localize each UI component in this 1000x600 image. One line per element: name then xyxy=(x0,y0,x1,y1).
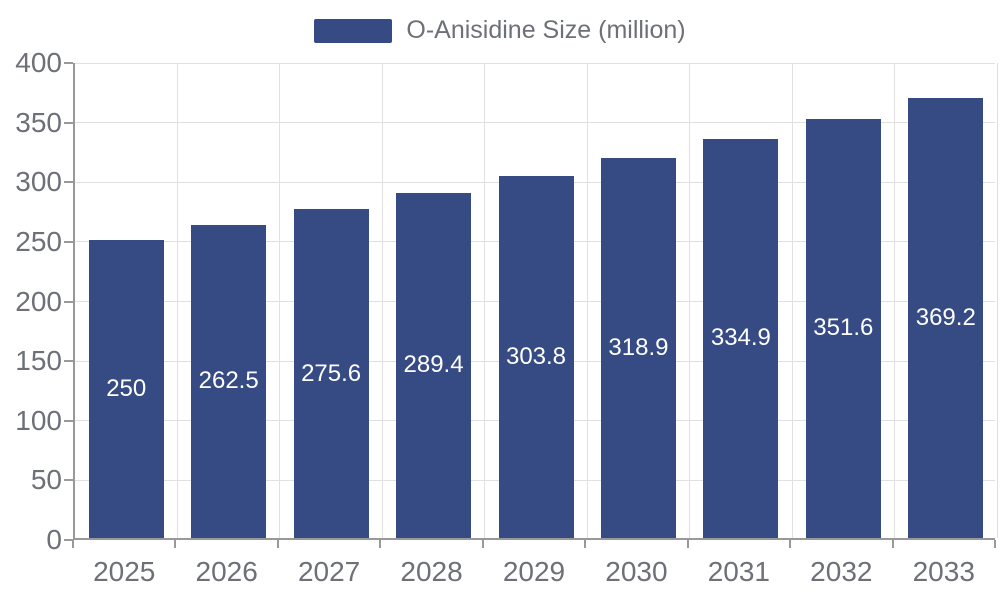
x-gridline xyxy=(381,63,383,538)
y-axis-tick-label: 250 xyxy=(15,225,62,257)
y-axis-tick xyxy=(64,479,73,482)
x-axis-tick-label: 2032 xyxy=(810,556,873,587)
y-axis-tick-label: 400 xyxy=(15,47,62,78)
y-axis-tick xyxy=(64,300,73,303)
x-gridline xyxy=(689,63,691,538)
x-gridline xyxy=(279,63,281,538)
y-axis-tick-label: 300 xyxy=(15,166,62,198)
y-axis-tick-label: 150 xyxy=(15,345,62,377)
bar-value-label: 351.6 xyxy=(813,314,874,342)
y-gridline xyxy=(75,122,995,124)
bar-value-label: 334.9 xyxy=(710,324,771,352)
x-axis-tick-label: 2028 xyxy=(400,556,463,587)
y-axis-tick xyxy=(64,419,73,422)
plot-area: 250 262.5 275.6 289.4 303.8 318.9 334.9 351.6 36… xyxy=(73,62,998,540)
bar-2031[interactable]: 334.9 xyxy=(703,138,779,538)
y-axis-tick xyxy=(64,240,73,243)
y-axis-tick-label: 350 xyxy=(15,106,62,138)
x-axis-tick-label: 2025 xyxy=(93,556,156,587)
x-axis-tick-label: 2030 xyxy=(605,556,668,587)
bar-value-label: 303.8 xyxy=(505,342,567,370)
x-axis-tick xyxy=(379,540,382,548)
x-axis-tick xyxy=(276,540,279,548)
bar-2033[interactable]: 369.2 xyxy=(908,97,984,538)
bar-value-label: 318.9 xyxy=(608,333,669,361)
y-axis-tick-label: 200 xyxy=(15,285,62,317)
x-axis-tick xyxy=(481,540,484,548)
bar-2030[interactable]: 318.9 xyxy=(600,157,676,538)
x-gridline xyxy=(586,63,588,538)
bar-2032[interactable]: 351.6 xyxy=(805,118,881,538)
x-axis-tick xyxy=(174,540,177,548)
legend-swatch xyxy=(314,18,393,43)
bar-2029[interactable]: 303.8 xyxy=(498,175,574,538)
x-gridline xyxy=(894,63,896,538)
x-gridline xyxy=(996,63,998,538)
x-axis-tick xyxy=(584,540,587,548)
bar-2025[interactable]: 250 xyxy=(88,239,164,538)
y-axis-tick-label: 100 xyxy=(15,404,62,436)
x-axis-tick-label: 2027 xyxy=(297,556,361,587)
x-axis-tick-label: 2031 xyxy=(707,556,771,587)
y-axis-tick xyxy=(64,360,73,363)
x-gridline xyxy=(176,63,178,538)
bar-value-label: 369.2 xyxy=(915,303,976,331)
bar-value-label: 289.4 xyxy=(403,351,464,379)
bar-2028[interactable]: 289.4 xyxy=(396,192,472,538)
y-gridline xyxy=(75,62,995,64)
y-axis-tick xyxy=(64,539,73,541)
bar-value-label: 275.6 xyxy=(301,359,362,387)
x-axis-tick xyxy=(789,540,792,548)
bar-2027[interactable]: 275.6 xyxy=(293,209,369,538)
y-axis-tick-label: 0 xyxy=(46,524,62,555)
x-axis-tick xyxy=(891,540,894,548)
bar-2026[interactable]: 262.5 xyxy=(191,224,267,538)
x-axis-tick xyxy=(994,540,996,548)
legend-item[interactable]: O-Anisidine Size (million) xyxy=(0,16,1000,45)
legend-label: O-Anisidine Size (million) xyxy=(406,16,686,44)
x-axis-tick xyxy=(72,540,74,548)
x-gridline xyxy=(484,63,486,538)
x-axis-tick-label: 2033 xyxy=(912,556,975,587)
y-axis-tick xyxy=(64,121,73,124)
bar-value-label: 250 xyxy=(106,374,147,402)
y-axis-tick xyxy=(64,62,73,64)
y-axis-tick-label: 50 xyxy=(30,464,62,496)
x-axis-tick xyxy=(686,540,689,548)
x-axis-tick-label: 2029 xyxy=(502,556,566,587)
x-axis-tick-label: 2026 xyxy=(195,556,258,587)
y-axis-tick xyxy=(64,181,73,184)
bar-value-label: 262.5 xyxy=(198,367,259,395)
x-gridline xyxy=(791,63,793,538)
